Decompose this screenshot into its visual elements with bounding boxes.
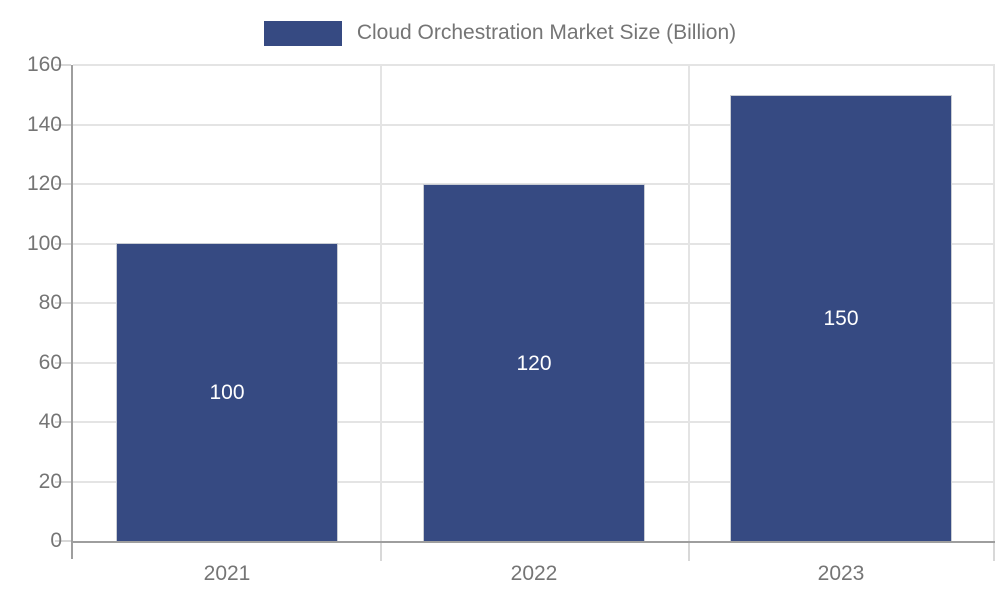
y-tick [55,421,71,423]
y-tick-label: 0 [50,529,62,552]
legend-label: Cloud Orchestration Market Size (Billion… [356,21,737,44]
y-tick-label: 160 [26,53,62,76]
y-tick [55,183,71,185]
y-tick [55,64,71,66]
y-tick [55,361,71,364]
x-tick [688,543,690,561]
bar: 120 [423,184,645,541]
bar-value-label: 120 [516,352,552,375]
y-tick-label: 20 [38,469,62,493]
legend: Cloud Orchestration Market Size (Billion… [0,20,1000,46]
y-gridline [73,123,995,126]
legend-swatch [263,20,342,46]
plot-area: 100 120 150 [55,64,995,561]
y-tick-label: 100 [26,231,62,255]
bar: 100 [116,243,338,541]
y-tick-label: 80 [38,291,62,314]
y-tick [55,302,71,304]
y-tick-label: 140 [26,112,62,136]
y-tick [55,540,71,542]
y-axis-line [71,65,73,559]
bar: 150 [730,95,952,541]
x-tick-label: 2022 [510,562,558,585]
x-axis-line [71,541,995,543]
x-tick-label: 2023 [817,562,865,585]
x-tick [993,543,995,561]
y-tick [55,123,71,126]
y-tick-label: 40 [38,410,62,433]
y-tick-label: 60 [38,350,62,374]
x-gridline [993,65,995,541]
x-gridline [380,65,382,541]
y-tick [55,480,71,483]
y-gridline [73,64,995,66]
y-tick-label: 120 [26,172,62,195]
y-tick [55,242,71,245]
x-tick [380,543,382,561]
x-tick-label: 2021 [203,562,251,585]
bar-value-label: 150 [823,307,859,330]
bar-value-label: 100 [209,381,245,404]
x-gridline [688,65,690,541]
